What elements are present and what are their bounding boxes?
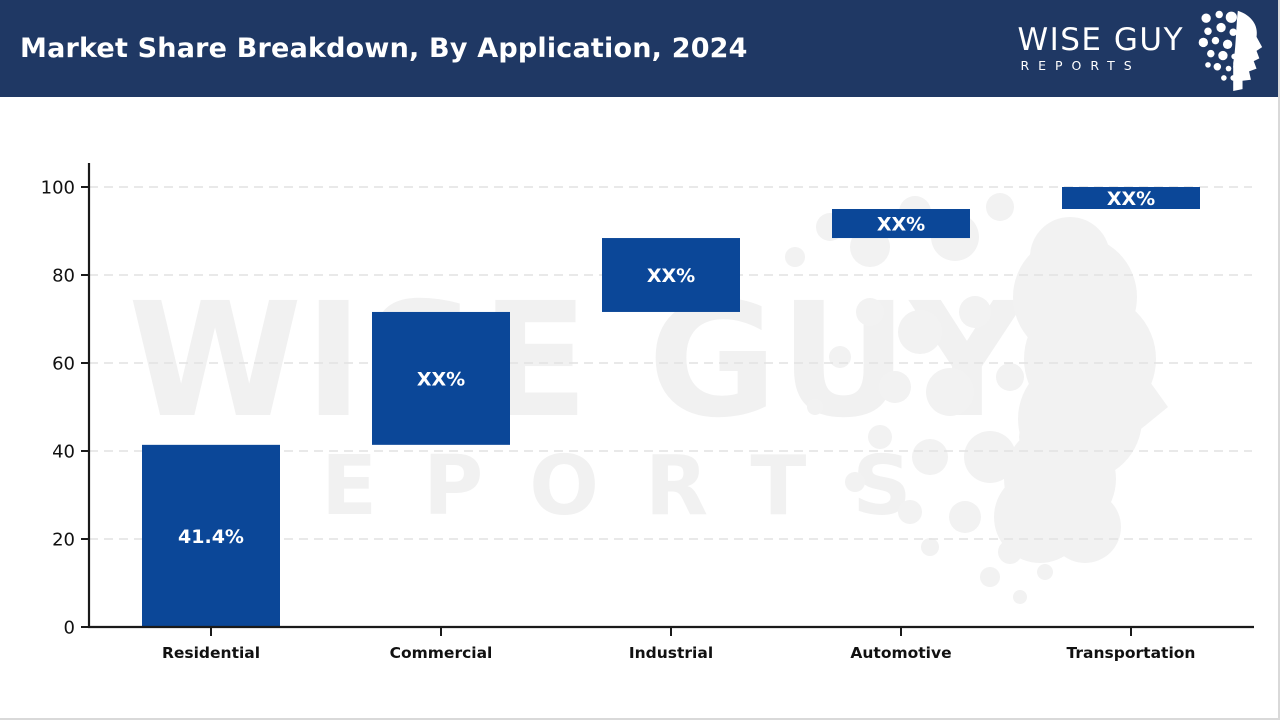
watermark-head-shape <box>1013 590 1027 604</box>
x-category-label: Industrial <box>629 644 713 662</box>
watermark-head-shape <box>785 247 805 267</box>
x-category-label: Commercial <box>390 644 493 662</box>
logo-dot <box>1225 65 1232 71</box>
logo-dot <box>1222 39 1233 49</box>
logo-dot <box>1218 50 1228 60</box>
bar-value-label: 41.4% <box>178 526 244 548</box>
bar-industrial <box>602 238 740 312</box>
watermark-head-shape <box>829 346 851 368</box>
x-category-label: Residential <box>162 644 260 662</box>
logo-face-profile <box>1233 10 1263 91</box>
logo-dot <box>1211 36 1220 44</box>
x-category-label: Transportation <box>1067 644 1196 662</box>
logo-dot <box>1221 74 1227 81</box>
watermark-head-shape <box>949 501 981 533</box>
logo-subtext: REPORTS <box>1020 57 1141 73</box>
watermark-head-shape <box>926 368 974 416</box>
watermark-head-shape <box>912 439 948 475</box>
page-title: Market Share Breakdown, By Application, … <box>20 33 748 64</box>
logo-dot <box>1225 11 1237 23</box>
logo-dot <box>1205 61 1211 68</box>
bar-residential <box>142 444 280 627</box>
watermark-head-shape <box>898 500 922 524</box>
dotted-head-icon <box>1198 10 1263 91</box>
watermark-head-shape <box>868 425 892 449</box>
watermark-head-shape <box>959 296 991 328</box>
y-tick-label: 100 <box>41 178 75 199</box>
watermark-head-shape <box>996 363 1024 391</box>
y-tick-label: 80 <box>52 266 75 287</box>
y-tick-label: 0 <box>64 618 75 639</box>
bar-value-label: XX% <box>417 368 465 390</box>
watermark-head-shape <box>1049 491 1121 563</box>
logo-dot <box>1201 13 1211 23</box>
logo-dot <box>1229 27 1237 36</box>
watermark-head-shape <box>964 431 1016 483</box>
logo-dot <box>1198 37 1208 47</box>
watermark-face-nose <box>1125 347 1168 442</box>
x-category-label: Automotive <box>850 644 951 662</box>
logo-text: WISE GUY REPORTS <box>1017 21 1184 73</box>
watermark-head-shape <box>980 567 1000 587</box>
waterfall-chart: 41.4% Residential XX% Commercial XX% Industri… <box>41 163 1254 662</box>
bar-value-label: XX% <box>1107 188 1155 210</box>
y-tick-label: 60 <box>52 354 75 375</box>
bar-value-label: XX% <box>877 214 925 236</box>
watermark-head-shape <box>898 310 942 354</box>
chart-area: WISE GUY REPORTS 41.4% Residential XX% Comm… <box>0 97 1278 718</box>
y-tick-label: 40 <box>52 442 75 463</box>
watermark-head-shape <box>921 538 939 556</box>
logo-dot <box>1204 27 1212 35</box>
y-tick-label: 20 <box>52 530 75 551</box>
watermark-head-shape <box>845 472 865 492</box>
logo-wordmark: WISE GUY <box>1017 21 1184 58</box>
bar-value-label: XX% <box>647 265 695 287</box>
watermark-head-shape <box>1037 564 1053 580</box>
watermark-head-shape <box>807 399 823 415</box>
watermark-head-shape <box>986 193 1014 221</box>
watermark-subtext: REPORTS <box>212 439 958 534</box>
watermark-head-shape <box>1030 217 1110 297</box>
bar-automotive <box>832 209 970 239</box>
bar-transportation <box>1062 187 1200 209</box>
watermark-head-shape <box>856 298 884 326</box>
header-bar: Market Share Breakdown, By Application, … <box>0 0 1278 97</box>
bar-commercial <box>372 311 510 445</box>
watermark-head-shape <box>879 371 911 403</box>
wise-guy-reports-logo: WISE GUY REPORTS <box>1017 7 1264 91</box>
logo-dot <box>1213 62 1222 70</box>
logo-dot <box>1215 10 1223 18</box>
logo-dot <box>1207 49 1215 57</box>
logo-dot <box>1216 22 1226 32</box>
